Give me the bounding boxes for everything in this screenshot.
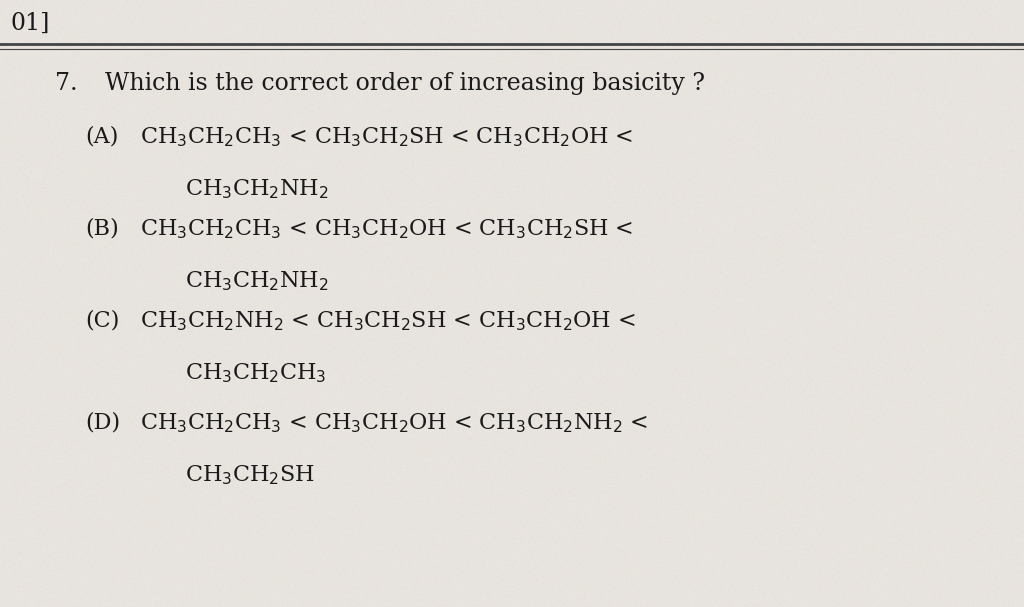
- Text: CH$_3$CH$_2$CH$_3$ < CH$_3$CH$_2$OH < CH$_3$CH$_2$NH$_2$ <: CH$_3$CH$_2$CH$_3$ < CH$_3$CH$_2$OH < CH…: [140, 411, 648, 435]
- Text: (A): (A): [85, 125, 119, 147]
- Text: CH$_3$CH$_2$SH: CH$_3$CH$_2$SH: [185, 463, 314, 487]
- Text: CH$_3$CH$_2$NH$_2$ < CH$_3$CH$_2$SH < CH$_3$CH$_2$OH <: CH$_3$CH$_2$NH$_2$ < CH$_3$CH$_2$SH < CH…: [140, 309, 636, 333]
- Text: CH$_3$CH$_2$CH$_3$: CH$_3$CH$_2$CH$_3$: [185, 361, 327, 385]
- Text: CH$_3$CH$_2$NH$_2$: CH$_3$CH$_2$NH$_2$: [185, 177, 329, 200]
- Text: 7.: 7.: [55, 72, 78, 95]
- Text: 01]: 01]: [10, 12, 49, 35]
- Text: Which is the correct order of increasing basicity ?: Which is the correct order of increasing…: [105, 72, 705, 95]
- Text: CH$_3$CH$_2$NH$_2$: CH$_3$CH$_2$NH$_2$: [185, 269, 329, 293]
- Text: (B): (B): [85, 217, 119, 239]
- Text: CH$_3$CH$_2$CH$_3$ < CH$_3$CH$_2$SH < CH$_3$CH$_2$OH <: CH$_3$CH$_2$CH$_3$ < CH$_3$CH$_2$SH < CH…: [140, 125, 633, 149]
- Text: (C): (C): [85, 309, 120, 331]
- Text: (D): (D): [85, 411, 120, 433]
- Text: CH$_3$CH$_2$CH$_3$ < CH$_3$CH$_2$OH < CH$_3$CH$_2$SH <: CH$_3$CH$_2$CH$_3$ < CH$_3$CH$_2$OH < CH…: [140, 217, 633, 240]
